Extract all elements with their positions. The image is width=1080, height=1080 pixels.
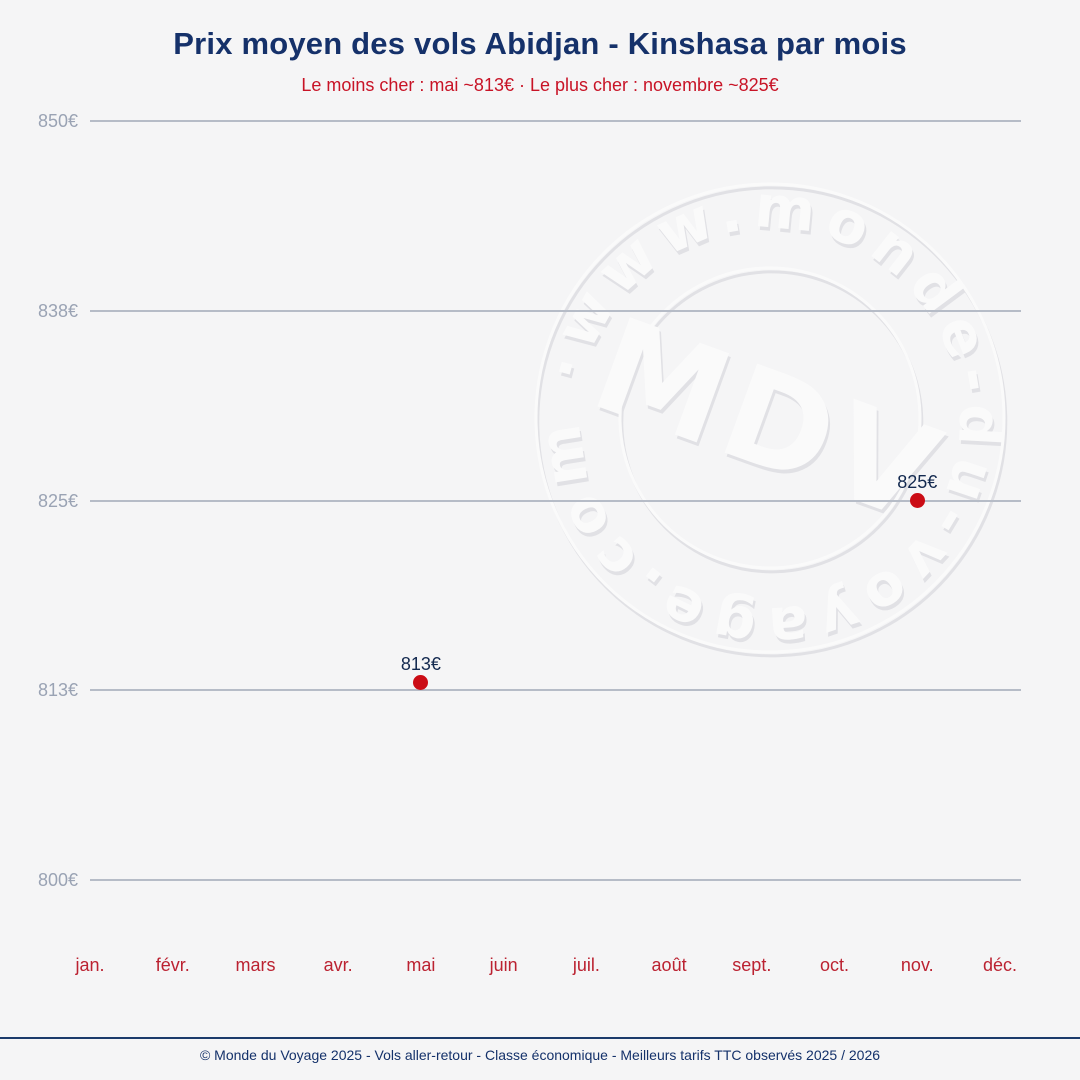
y-axis-label-838€: 838€ bbox=[37, 300, 78, 321]
gridline-813€ bbox=[90, 689, 1021, 692]
data-point-nov.[interactable] bbox=[909, 493, 925, 508]
gridline-800€ bbox=[90, 879, 1021, 881]
y-axis-label-800€: 800€ bbox=[37, 870, 78, 890]
gridline-838€ bbox=[90, 309, 1021, 312]
data-point-mai[interactable] bbox=[413, 675, 429, 691]
x-axis-label-sept.: sept. bbox=[732, 955, 772, 975]
footer-divider bbox=[0, 1037, 1080, 1039]
point-value-label-mai: 813€ bbox=[400, 653, 441, 674]
x-axis-label-déc.: déc. bbox=[982, 955, 1018, 975]
x-axis-label-mai: mai bbox=[406, 955, 436, 975]
footer-text: © Monde du Voyage 2025 - Vols aller-reto… bbox=[199, 1047, 881, 1063]
x-axis-label-mars: mars bbox=[235, 955, 276, 975]
y-axis-label-825€: 825€ bbox=[37, 490, 78, 511]
chart-subtitle: Le moins cher : mai ~813€ · Le plus cher… bbox=[301, 75, 779, 95]
gridline-850€ bbox=[90, 120, 1021, 122]
y-axis-label-813€: 813€ bbox=[37, 680, 78, 701]
x-axis-label-août: août bbox=[651, 955, 687, 975]
x-axis-label-nov.: nov. bbox=[900, 955, 934, 975]
x-axis-label-jan.: jan. bbox=[75, 955, 105, 975]
point-value-label-nov.: 825€ bbox=[897, 471, 938, 492]
x-axis-label-oct.: oct. bbox=[820, 955, 850, 975]
x-axis-label-juin: juin bbox=[489, 955, 518, 975]
x-axis-label-avr.: avr. bbox=[323, 955, 353, 975]
y-axis-label-850€: 850€ bbox=[37, 111, 78, 131]
gridline-825€ bbox=[90, 499, 1021, 502]
chart-title: Prix moyen des vols Abidjan - Kinshasa p… bbox=[173, 26, 907, 61]
x-axis-label-févr.: févr. bbox=[155, 955, 190, 975]
x-axis-label-juil.: juil. bbox=[572, 955, 600, 975]
